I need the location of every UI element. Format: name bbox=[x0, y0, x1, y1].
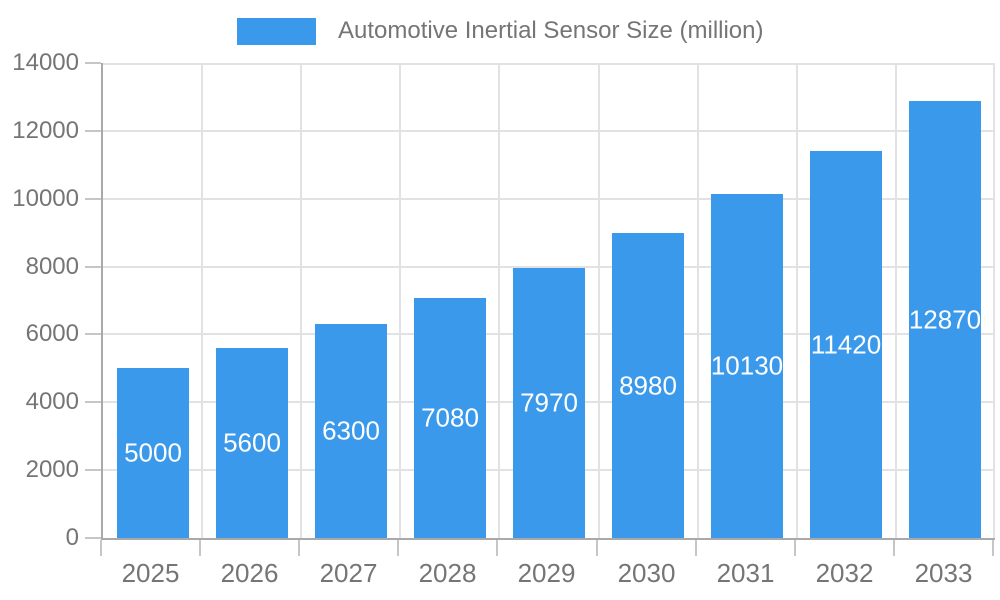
x-axis-tick bbox=[298, 540, 300, 556]
bar-value-label: 7080 bbox=[421, 402, 479, 433]
y-axis-tick-label: 12000 bbox=[12, 117, 79, 144]
gridline-vertical bbox=[201, 63, 203, 538]
y-axis-tick-label: 10000 bbox=[12, 185, 79, 212]
bar-2032[interactable]: 11420 bbox=[810, 151, 882, 538]
gridline-vertical bbox=[796, 63, 798, 538]
bar-value-label: 6300 bbox=[322, 415, 380, 446]
x-axis-tick-label: 2031 bbox=[716, 558, 775, 588]
bar-2027[interactable]: 6300 bbox=[315, 324, 387, 538]
bar-value-label: 11420 bbox=[810, 329, 882, 359]
gridline-vertical bbox=[993, 63, 995, 538]
x-axis-tick-label: 2032 bbox=[815, 558, 874, 588]
y-axis-tick-label: 6000 bbox=[25, 320, 79, 347]
x-axis-tick bbox=[100, 540, 102, 556]
x-axis-tick bbox=[695, 540, 697, 556]
x-axis-tick bbox=[893, 540, 895, 556]
bar-2031[interactable]: 10130 bbox=[711, 194, 783, 538]
legend[interactable]: Automotive Inertial Sensor Size (million… bbox=[237, 17, 764, 45]
bar-value-label: 7970 bbox=[520, 387, 578, 418]
bar-2030[interactable]: 8980 bbox=[612, 233, 684, 538]
x-axis-tick-label: 2033 bbox=[914, 558, 973, 588]
y-axis-tick-label: 8000 bbox=[25, 253, 79, 280]
bar-value-label: 5000 bbox=[124, 437, 182, 468]
gridline-vertical bbox=[598, 63, 600, 538]
x-axis-tick bbox=[496, 540, 498, 556]
x-axis-tick-label: 2030 bbox=[617, 558, 676, 588]
y-axis-tick bbox=[85, 198, 101, 200]
y-axis-tick bbox=[85, 266, 101, 268]
bar-value-label: 12870 bbox=[908, 304, 982, 334]
y-axis-tick bbox=[85, 537, 101, 539]
gridline-vertical bbox=[399, 63, 401, 538]
legend-swatch[interactable] bbox=[237, 17, 316, 45]
x-axis-tick bbox=[794, 540, 796, 556]
x-axis-tick bbox=[596, 540, 598, 556]
bar-2029[interactable]: 7970 bbox=[513, 268, 585, 538]
bar-2025[interactable]: 5000 bbox=[117, 368, 189, 538]
gridline-horizontal bbox=[103, 63, 995, 65]
y-axis-tick bbox=[85, 130, 101, 132]
bar-value-label: 8980 bbox=[619, 370, 677, 400]
bar-2026[interactable]: 5600 bbox=[216, 348, 288, 538]
legend-label: Automotive Inertial Sensor Size (million… bbox=[338, 17, 764, 44]
gridline-vertical bbox=[300, 63, 302, 538]
x-axis-tick bbox=[199, 540, 201, 556]
y-axis-tick bbox=[85, 469, 101, 471]
y-axis-tick bbox=[85, 62, 101, 64]
x-axis-tick-label: 2026 bbox=[220, 558, 279, 588]
y-axis-tick bbox=[85, 333, 101, 335]
x-axis-tick-label: 2027 bbox=[319, 558, 378, 588]
x-axis-tick bbox=[992, 540, 994, 556]
gridline-vertical bbox=[498, 63, 500, 538]
bar-2033[interactable]: 12870 bbox=[909, 101, 981, 538]
gridline-horizontal bbox=[103, 266, 995, 268]
y-axis-tick bbox=[85, 401, 101, 403]
gridline-horizontal bbox=[103, 130, 995, 132]
x-axis-tick-label: 2028 bbox=[418, 558, 477, 588]
gridline-horizontal bbox=[103, 198, 995, 200]
y-axis-tick-label: 2000 bbox=[25, 456, 79, 483]
plot-area: 5000 5600 6300 7080 7970 8980 10130 11420 12870 bbox=[101, 63, 995, 540]
bar-2028[interactable]: 7080 bbox=[414, 298, 486, 538]
gridline-vertical bbox=[697, 63, 699, 538]
x-axis-tick-label: 2029 bbox=[517, 558, 576, 588]
x-axis-tick bbox=[397, 540, 399, 556]
y-axis-tick-label: 4000 bbox=[25, 388, 79, 415]
y-axis-tick-label: 0 bbox=[65, 524, 79, 551]
y-axis-tick-label: 14000 bbox=[12, 49, 79, 76]
gridline-vertical bbox=[895, 63, 897, 538]
bar-value-label: 10130 bbox=[710, 350, 784, 381]
bar-value-label: 5600 bbox=[223, 427, 281, 458]
x-axis-tick-label: 2025 bbox=[121, 558, 180, 588]
